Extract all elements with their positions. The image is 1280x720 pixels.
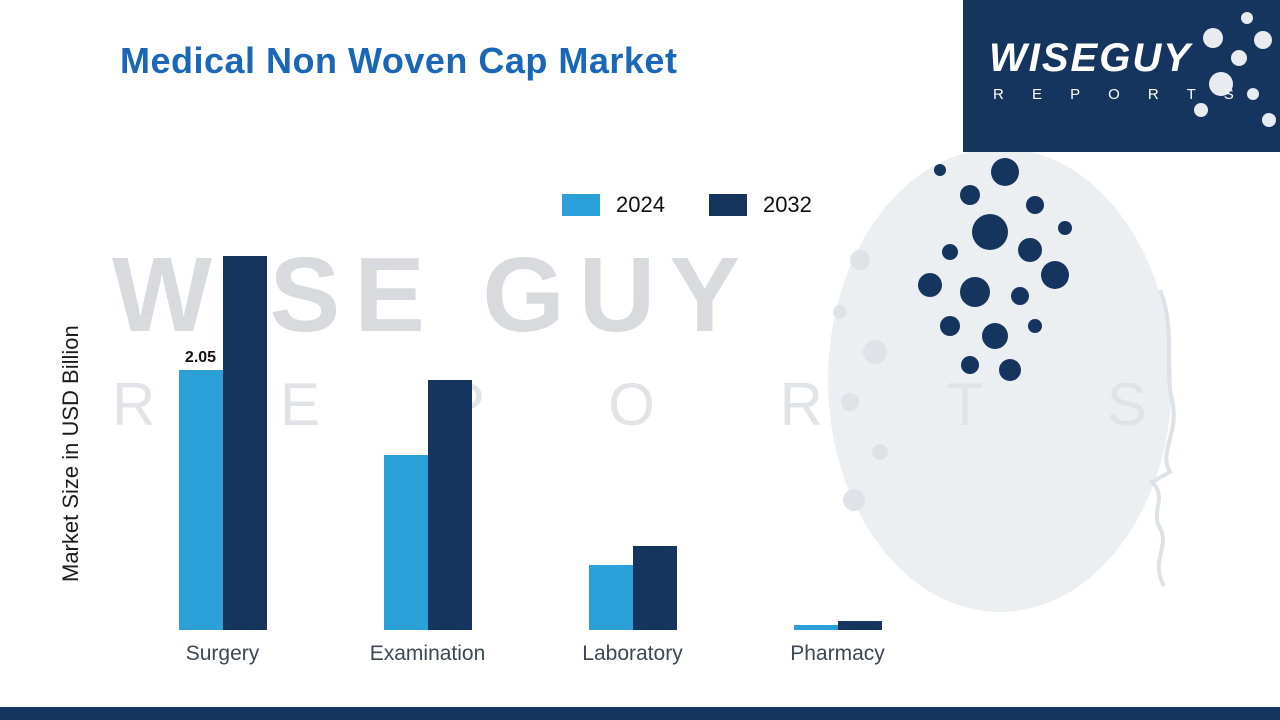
watermark-line1: WISE GUY xyxy=(112,236,755,354)
bar-chart: 2.05 Surgery Examination Laboratory Pharmacy xyxy=(120,250,940,665)
bar-group-surgery: 2.05 Surgery xyxy=(120,250,325,665)
category-label-pharmacy: Pharmacy xyxy=(790,642,885,665)
bar-2024-examination xyxy=(383,455,428,630)
y-axis-label: Market Size in USD Billion xyxy=(58,325,83,582)
logo-dot-head-icon xyxy=(1194,12,1276,127)
dot-pattern-gray xyxy=(833,250,888,511)
head-silhouette-watermark xyxy=(828,148,1176,612)
chart-legend: 2024 2032 xyxy=(562,192,812,218)
face-profile-line xyxy=(1148,289,1176,588)
legend-label-2024: 2024 xyxy=(616,192,665,217)
category-label-surgery: Surgery xyxy=(185,642,260,665)
bar-2032-examination xyxy=(427,380,472,630)
legend-swatch-2032 xyxy=(708,194,747,216)
logo-wordmark: WISEGUY xyxy=(989,36,1192,80)
bar-group-laboratory: Laboratory xyxy=(530,250,735,665)
bar-group-pharmacy: Pharmacy xyxy=(735,250,940,665)
page-title: Medical Non Woven Cap Market xyxy=(120,40,678,81)
bar-group-examination: Examination xyxy=(325,250,530,665)
bar-2024-laboratory xyxy=(588,565,633,630)
logo-subtitle: R E P O R T S xyxy=(993,86,1246,103)
legend-item-2032: 2032 xyxy=(708,192,812,218)
bar-2032-laboratory xyxy=(632,546,677,630)
category-label-examination: Examination xyxy=(369,642,486,665)
watermark: WISE GUY R E P O R T S xyxy=(112,235,1201,439)
legend-item-2024: 2024 xyxy=(562,192,665,218)
watermark-line2: R E P O R T S xyxy=(112,371,1201,438)
bar-2032-surgery xyxy=(222,256,267,630)
bar-2024-pharmacy xyxy=(793,625,838,630)
bar-2024-surgery xyxy=(178,370,223,630)
footer-bar xyxy=(0,707,1280,720)
legend-label-2032: 2032 xyxy=(762,192,812,217)
logo: WISEGUY R E P O R T S xyxy=(963,0,1280,152)
dot-pattern-navy xyxy=(918,158,1072,381)
legend-swatch-2024 xyxy=(562,194,600,216)
category-label-laboratory: Laboratory xyxy=(582,642,683,665)
bar-value-label: 2.05 xyxy=(184,349,217,366)
bar-2032-pharmacy xyxy=(837,621,882,630)
